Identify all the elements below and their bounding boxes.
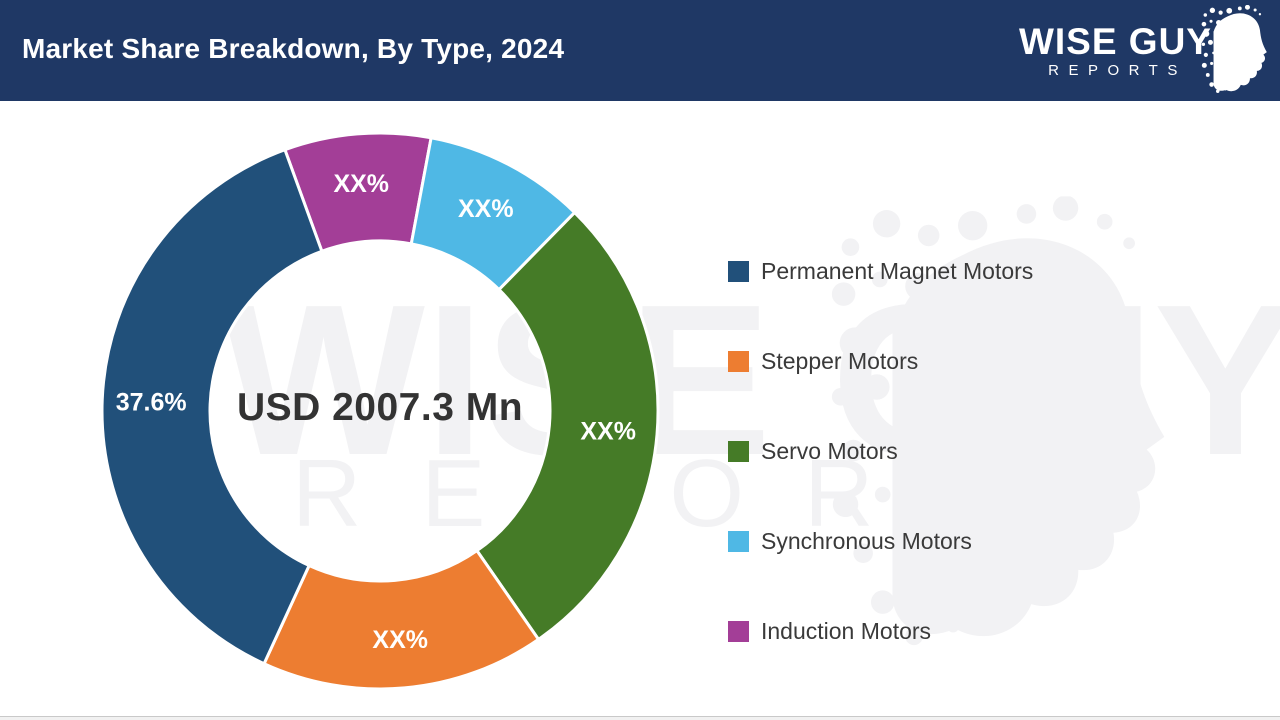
slice-label-permanent-magnet-motors: 37.6%	[116, 389, 187, 417]
legend-item-servo-motors: Servo Motors	[728, 428, 1033, 474]
logo-face-icon	[1198, 5, 1272, 97]
header-bar: Market Share Breakdown, By Type, 2024 WI…	[0, 0, 1280, 101]
donut-slice-servo-motors	[475, 211, 660, 641]
legend-swatch	[728, 530, 749, 552]
logo-wordmark: WISE GUY	[1018, 20, 1212, 62]
legend-label: Synchronous Motors	[761, 527, 972, 554]
slice-label-induction-motors: XX%	[333, 170, 389, 198]
legend-swatch	[728, 350, 749, 372]
watermark: WISE GUY REPORTS	[0, 101, 1280, 710]
legend-item-stepper-motors: Stepper Motors	[728, 338, 1033, 384]
legend-item-synchronous-motors: Synchronous Motors	[728, 518, 1033, 564]
wise-guy-reports-logo: WISE GUY REPORTS	[1019, 4, 1272, 98]
slice-label-servo-motors: XX%	[580, 417, 636, 445]
legend-swatch	[728, 260, 749, 282]
legend-item-permanent-magnet-motors: Permanent Magnet Motors	[728, 248, 1033, 294]
legend-swatch	[728, 620, 749, 642]
slice-label-synchronous-motors: XX%	[458, 195, 514, 223]
donut-slice-permanent-magnet-motors	[100, 148, 324, 666]
logo-subtext: REPORTS	[1048, 61, 1187, 79]
legend-item-induction-motors: Induction Motors	[728, 608, 1033, 654]
legend-label: Induction Motors	[761, 617, 932, 644]
slice-label-stepper-motors: XX%	[372, 626, 428, 654]
legend-label: Permanent Magnet Motors	[761, 257, 1034, 284]
chart-center-value: USD 2007.3 Mn	[236, 386, 524, 429]
page-title: Market Share Breakdown, By Type, 2024	[22, 33, 565, 64]
legend-label: Servo Motors	[761, 437, 898, 464]
chart-legend: Permanent Magnet Motors Stepper Motors S…	[728, 248, 1033, 698]
legend-swatch	[728, 440, 749, 462]
footer-bar	[0, 716, 1280, 720]
legend-label: Stepper Motors	[761, 347, 919, 374]
